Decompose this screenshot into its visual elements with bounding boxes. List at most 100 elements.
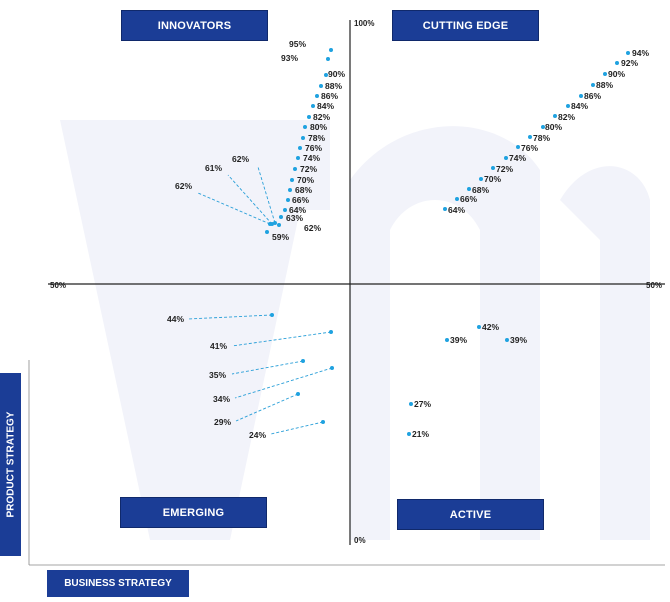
data-point [326, 57, 330, 61]
data-point [455, 197, 459, 201]
data-point [290, 178, 294, 182]
data-point [286, 198, 290, 202]
leader-line [234, 367, 333, 399]
data-point [467, 187, 471, 191]
leader-line [187, 314, 273, 320]
data-point [528, 135, 532, 139]
data-label: 86% [584, 91, 601, 101]
data-label: 88% [596, 80, 613, 90]
data-point [603, 72, 607, 76]
data-label: 64% [448, 205, 465, 215]
data-point [329, 330, 333, 334]
data-label: 90% [328, 69, 345, 79]
data-point [307, 115, 311, 119]
leader-line [235, 393, 299, 422]
data-point [311, 104, 315, 108]
data-point [626, 51, 630, 55]
data-point [504, 156, 508, 160]
data-point [293, 167, 297, 171]
data-point [329, 48, 333, 52]
data-label: 42% [482, 322, 499, 332]
data-point [330, 366, 334, 370]
business-strategy-label: BUSINESS STRATEGY [47, 570, 189, 597]
data-label: 82% [558, 112, 575, 122]
leader-line [197, 192, 271, 225]
data-label: 62% [232, 154, 249, 164]
data-label: 62% [304, 223, 321, 233]
data-label: 80% [545, 122, 562, 132]
data-point [491, 166, 495, 170]
data-point [319, 84, 323, 88]
data-point [615, 61, 619, 65]
data-label: 70% [297, 175, 314, 185]
product-strategy-label: PRODUCT STRATEGY [0, 373, 21, 556]
leader-line [270, 421, 324, 435]
y-axis-bottom-label: 0% [354, 536, 366, 545]
data-point [301, 359, 305, 363]
data-label: 62% [175, 181, 192, 191]
data-point [407, 432, 411, 436]
data-point [283, 208, 287, 212]
data-label: 68% [472, 185, 489, 195]
data-point [315, 94, 319, 98]
data-label: 72% [496, 164, 513, 174]
data-point [296, 392, 300, 396]
data-label: 66% [292, 195, 309, 205]
data-point [296, 156, 300, 160]
data-label: 27% [414, 399, 431, 409]
data-point [541, 125, 545, 129]
data-point [303, 125, 307, 129]
quadrant-cutting-edge: CUTTING EDGE [392, 10, 539, 41]
data-point [321, 420, 325, 424]
data-label: 59% [272, 232, 289, 242]
data-label: 86% [321, 91, 338, 101]
data-point [288, 188, 292, 192]
data-label: 21% [412, 429, 429, 439]
data-point [477, 325, 481, 329]
quadrant-emerging: EMERGING [120, 497, 267, 528]
data-label: 39% [510, 335, 527, 345]
data-label: 35% [209, 370, 226, 380]
data-point [591, 83, 595, 87]
y-axis-top-label: 100% [354, 19, 375, 28]
data-label: 44% [167, 314, 184, 324]
data-label: 93% [281, 53, 298, 63]
x-axis-right-label: 50% [646, 281, 663, 290]
x-axis-left-label: 50% [50, 281, 67, 290]
data-label: 72% [300, 164, 317, 174]
data-label: 94% [632, 48, 649, 58]
data-point [324, 73, 328, 77]
data-label: 29% [214, 417, 231, 427]
data-point [579, 94, 583, 98]
data-label: 82% [313, 112, 330, 122]
data-point [301, 136, 305, 140]
product-strategy-text: PRODUCT STRATEGY [5, 411, 16, 518]
data-point [566, 104, 570, 108]
data-point [268, 222, 272, 226]
data-label: 78% [533, 133, 550, 143]
data-point [443, 207, 447, 211]
data-point [553, 114, 557, 118]
data-label: 92% [621, 58, 638, 68]
leader-line [231, 331, 332, 347]
data-point [277, 223, 281, 227]
data-label: 76% [305, 143, 322, 153]
data-label: 78% [308, 133, 325, 143]
data-label: 68% [295, 185, 312, 195]
quadrant-active: ACTIVE [397, 499, 544, 530]
watermark-logo [60, 120, 650, 541]
data-label: 41% [210, 341, 227, 351]
data-label: 39% [450, 335, 467, 345]
data-label: 95% [289, 39, 306, 49]
data-point [479, 177, 483, 181]
data-point [298, 146, 302, 150]
data-label: 24% [249, 430, 266, 440]
data-label: 34% [213, 394, 230, 404]
leader-line [227, 174, 273, 225]
data-label: 63% [286, 213, 303, 223]
leader-line [231, 360, 304, 375]
data-label: 61% [205, 163, 222, 173]
data-point [279, 215, 283, 219]
data-label: 76% [521, 143, 538, 153]
